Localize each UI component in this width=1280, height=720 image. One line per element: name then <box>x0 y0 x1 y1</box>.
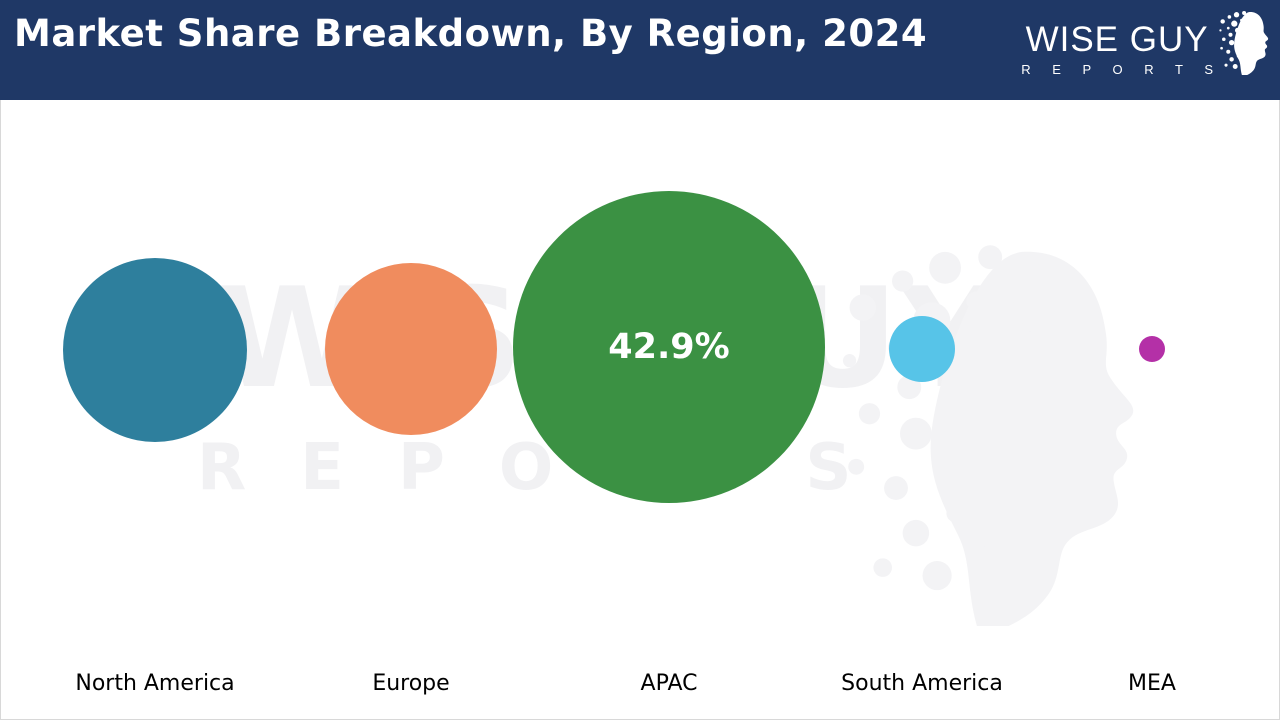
category-label-europe: Europe <box>372 671 450 696</box>
bubble-apac: 42.9% <box>513 191 825 503</box>
category-label-south-america: South America <box>841 671 1003 696</box>
wiseguy-logo: WISE GUY R E P O R T S <box>1012 8 1274 77</box>
bubble-mea <box>1139 336 1165 362</box>
logo-subtext: R E P O R T S <box>1021 62 1222 77</box>
category-label-apac: APAC <box>640 671 698 696</box>
logo-wordmark: WISE GUY <box>1025 20 1209 59</box>
category-label-north-america: North America <box>75 671 235 696</box>
category-label-mea: MEA <box>1128 671 1176 696</box>
bubble-europe <box>325 263 497 435</box>
watermark-head-icon <box>842 245 1134 626</box>
bubble-north-america <box>63 258 247 442</box>
page-title: Market Share Breakdown, By Region, 2024 <box>14 12 928 55</box>
bubble-south-america <box>889 316 955 382</box>
bubble-value-label: 42.9% <box>608 327 730 367</box>
chart-area: WISE GUY REPORTS 42.9% North AmericaEuro… <box>0 100 1280 720</box>
header-banner: Market Share Breakdown, By Region, 2024 … <box>0 0 1280 100</box>
wiseguy-head-icon <box>1219 10 1269 75</box>
